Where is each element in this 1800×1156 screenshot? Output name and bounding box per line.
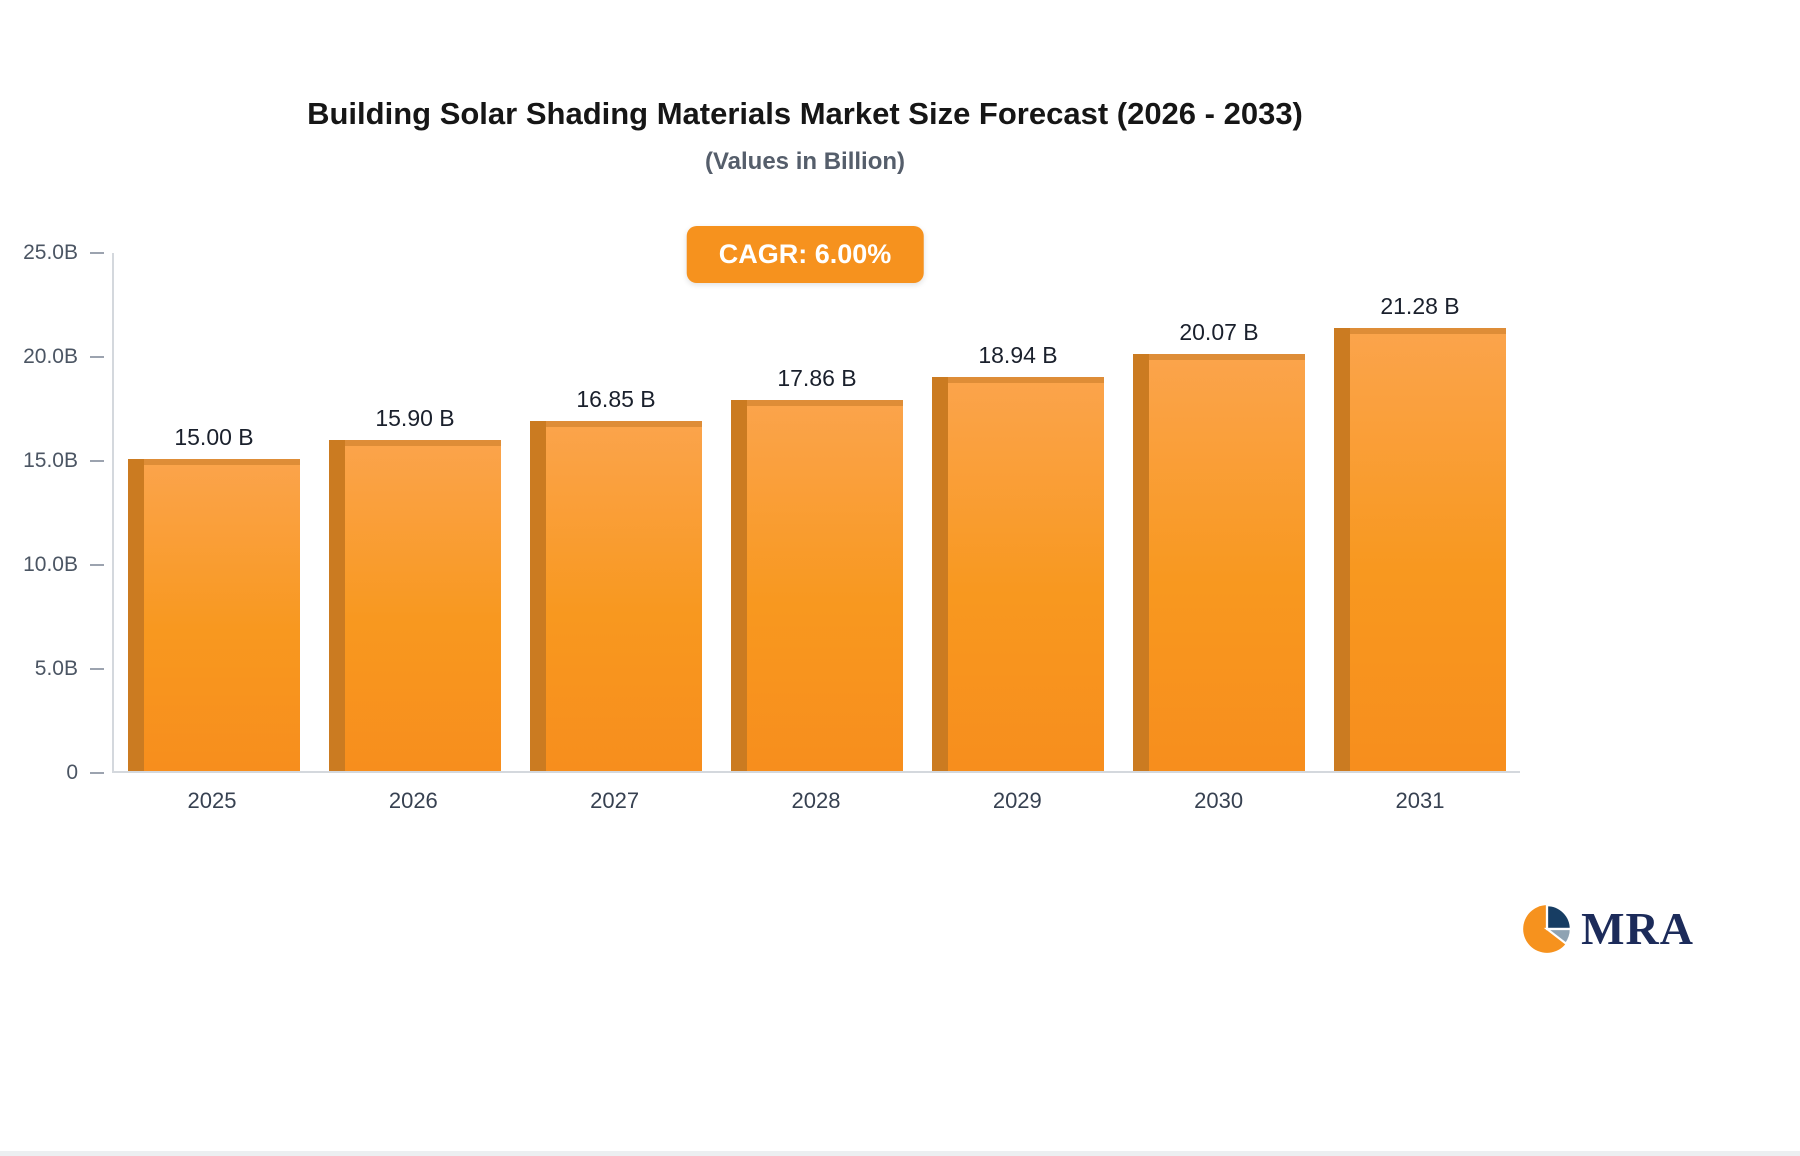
brand-logo: MRA bbox=[1521, 903, 1694, 955]
bar bbox=[128, 459, 300, 771]
bar-value-label: 17.86 B bbox=[777, 365, 857, 391]
x-axis-label: 2030 bbox=[1194, 788, 1244, 813]
chart-title: Building Solar Shading Materials Market … bbox=[307, 96, 1303, 131]
chart-subtitle: (Values in Billion) bbox=[704, 148, 906, 175]
x-labels: 2025 2026 2027 2028 2029 2030 2031 bbox=[112, 788, 1520, 814]
x-axis-label: 2031 bbox=[1395, 788, 1445, 813]
y-tick-label: 10.0B bbox=[23, 553, 78, 576]
tick-mark bbox=[90, 772, 104, 774]
x-axis-label: 2028 bbox=[791, 788, 841, 813]
bar-value-label: 16.85 B bbox=[576, 386, 656, 412]
bar-value-label: 15.90 B bbox=[375, 405, 455, 431]
y-axis-tick: 10.0B bbox=[23, 553, 104, 577]
y-axis: 0 5.0B 10.0B 15.0B 20.0B 25.0B bbox=[0, 241, 114, 784]
bar bbox=[530, 421, 702, 771]
bar bbox=[932, 377, 1104, 771]
x-axis-label: 2025 bbox=[187, 788, 237, 813]
y-axis-tick: 15.0B bbox=[23, 449, 104, 473]
bar-slot: 15.90 B bbox=[329, 405, 501, 771]
tick-mark bbox=[90, 668, 104, 670]
bar-value-label: 20.07 B bbox=[1179, 319, 1259, 345]
brand-logo-text: MRA bbox=[1581, 903, 1694, 954]
tick-mark bbox=[90, 460, 104, 462]
bar-slot: 16.85 B bbox=[530, 386, 702, 771]
tick-mark bbox=[90, 252, 104, 254]
bar-value-label: 15.00 B bbox=[174, 424, 254, 450]
y-tick-label: 0 bbox=[66, 761, 78, 784]
chart-plot: 0 5.0B 10.0B 15.0B 20.0B 25.0B 15.00 B 15.90 B… bbox=[23, 241, 1520, 784]
y-tick-label: 5.0B bbox=[34, 657, 78, 680]
bar-slot: 15.00 B bbox=[128, 424, 300, 771]
bar-slot: 21.28 B bbox=[1334, 293, 1506, 771]
x-axis-label: 2029 bbox=[992, 788, 1042, 813]
bar-slot: 17.86 B bbox=[731, 365, 903, 771]
y-axis-tick: 5.0B bbox=[35, 657, 104, 681]
bar-value-label: 18.94 B bbox=[978, 342, 1058, 368]
bar-slot: 20.07 B bbox=[1133, 319, 1305, 771]
pie-chart-icon bbox=[1521, 903, 1573, 955]
tick-mark bbox=[90, 564, 104, 566]
y-tick-label: 20.0B bbox=[23, 345, 78, 368]
cagr-badge: CAGR: 6.00% bbox=[686, 226, 924, 283]
bar-value-label: 21.28 B bbox=[1380, 293, 1460, 319]
y-tick-label: 15.0B bbox=[23, 449, 78, 472]
bar bbox=[329, 440, 501, 771]
x-axis-label: 2026 bbox=[388, 788, 438, 813]
tick-mark bbox=[90, 356, 104, 358]
y-axis-tick: 20.0B bbox=[23, 345, 104, 369]
bars: 15.00 B 15.90 B 16.85 B 17.86 B 18.94 B 20.07… bbox=[114, 253, 1520, 771]
bar bbox=[1334, 328, 1506, 771]
x-axis-label: 2027 bbox=[590, 788, 640, 813]
bar bbox=[1133, 354, 1305, 771]
y-tick-label: 25.0B bbox=[23, 241, 78, 264]
y-axis-tick: 25.0B bbox=[23, 241, 104, 265]
bottom-border bbox=[0, 1151, 1800, 1156]
y-axis-tick: 0 bbox=[66, 761, 104, 785]
bar bbox=[731, 400, 903, 771]
bar-slot: 18.94 B bbox=[932, 342, 1104, 771]
